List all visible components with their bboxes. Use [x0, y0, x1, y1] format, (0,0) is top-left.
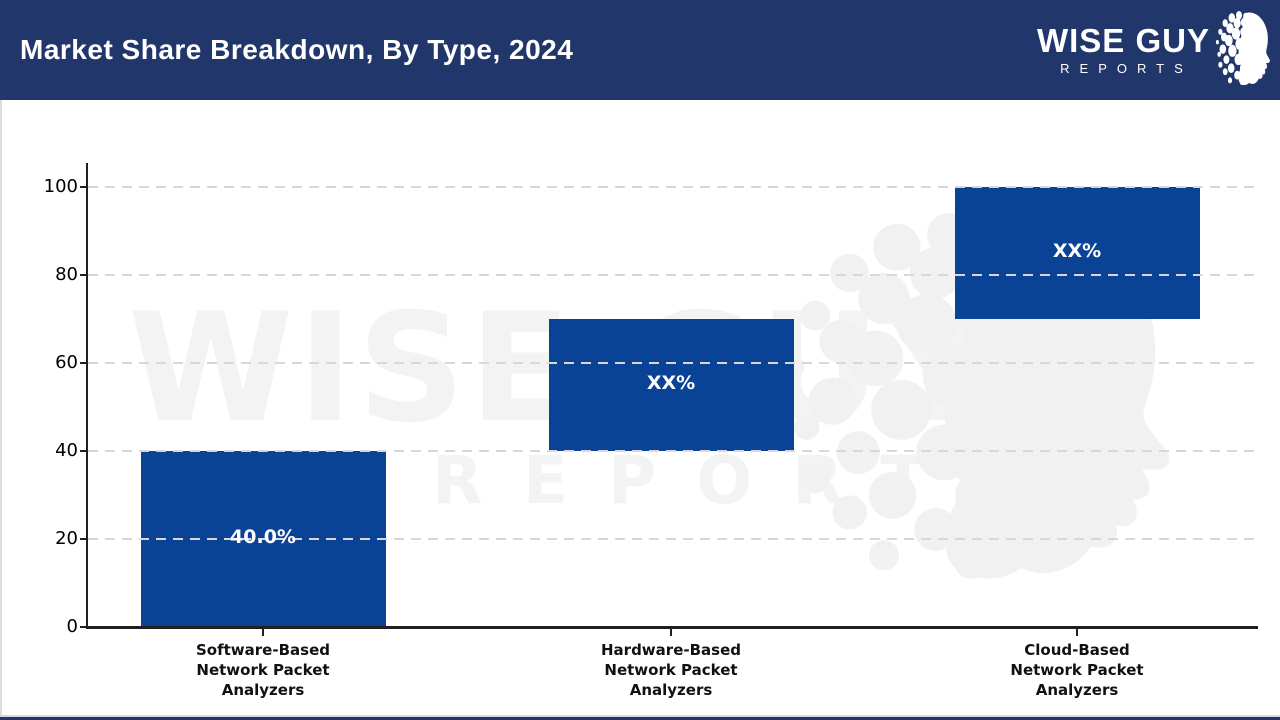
bottom-navy-strip: [0, 717, 1280, 720]
logo-line2: REPORTS: [1060, 61, 1193, 76]
y-tick-label-100: 100: [43, 176, 78, 197]
chart-left-border: [0, 100, 2, 716]
x-category-label-3: Cloud-Based Network Packet Analyzers: [1010, 641, 1144, 699]
logo-wordmark: WISE GUY REPORTS: [1036, 22, 1210, 77]
watermark-subtext: REPORTS: [432, 442, 1053, 519]
y-tick-mark-60: [80, 362, 88, 364]
gridline-100: [88, 186, 1258, 188]
y-tick-label-60: 60: [55, 352, 78, 373]
gridline-60: [88, 362, 1258, 364]
brand-logo: WISE GUY REPORTS: [1037, 11, 1272, 89]
x-tick-mark-1: [262, 629, 264, 636]
x-category-label-1: Software-Based Network Packet Analyzers: [196, 641, 330, 699]
bottom-divider-line: [0, 715, 1280, 717]
y-tick-label-0: 0: [66, 616, 78, 637]
bar-value-label-1: 40.0%: [230, 526, 296, 548]
y-tick-label-20: 20: [55, 528, 78, 549]
y-tick-label-80: 80: [55, 264, 78, 285]
gridline-40: [88, 450, 1258, 452]
bar-3: [954, 187, 1200, 319]
x-category-label-2: Hardware-Based Network Packet Analyzers: [601, 641, 741, 699]
chart-title: Market Share Breakdown, By Type, 2024: [20, 34, 574, 65]
header-bar: Market Share Breakdown, By Type, 2024 WI…: [0, 0, 1280, 100]
logo-face-icon: [1215, 11, 1270, 86]
gridline-80: [88, 274, 1258, 276]
y-tick-mark-100: [80, 186, 88, 188]
x-tick-mark-2: [670, 629, 672, 636]
bar-value-label-3: XX%: [1052, 240, 1102, 262]
y-tick-label-40: 40: [55, 440, 78, 461]
y-axis-line: [86, 163, 88, 627]
y-tick-mark-40: [80, 450, 88, 452]
x-tick-mark-3: [1076, 629, 1078, 636]
y-tick-mark-80: [80, 274, 88, 276]
bar-value-label-2: XX%: [646, 372, 696, 394]
logo-line1: WISE GUY: [1036, 22, 1210, 59]
y-tick-mark-20: [80, 538, 88, 540]
bar-2: [548, 319, 794, 451]
y-tick-mark-0: [80, 626, 88, 628]
gridline-20: [88, 538, 1258, 540]
x-axis-line: [86, 626, 1258, 629]
